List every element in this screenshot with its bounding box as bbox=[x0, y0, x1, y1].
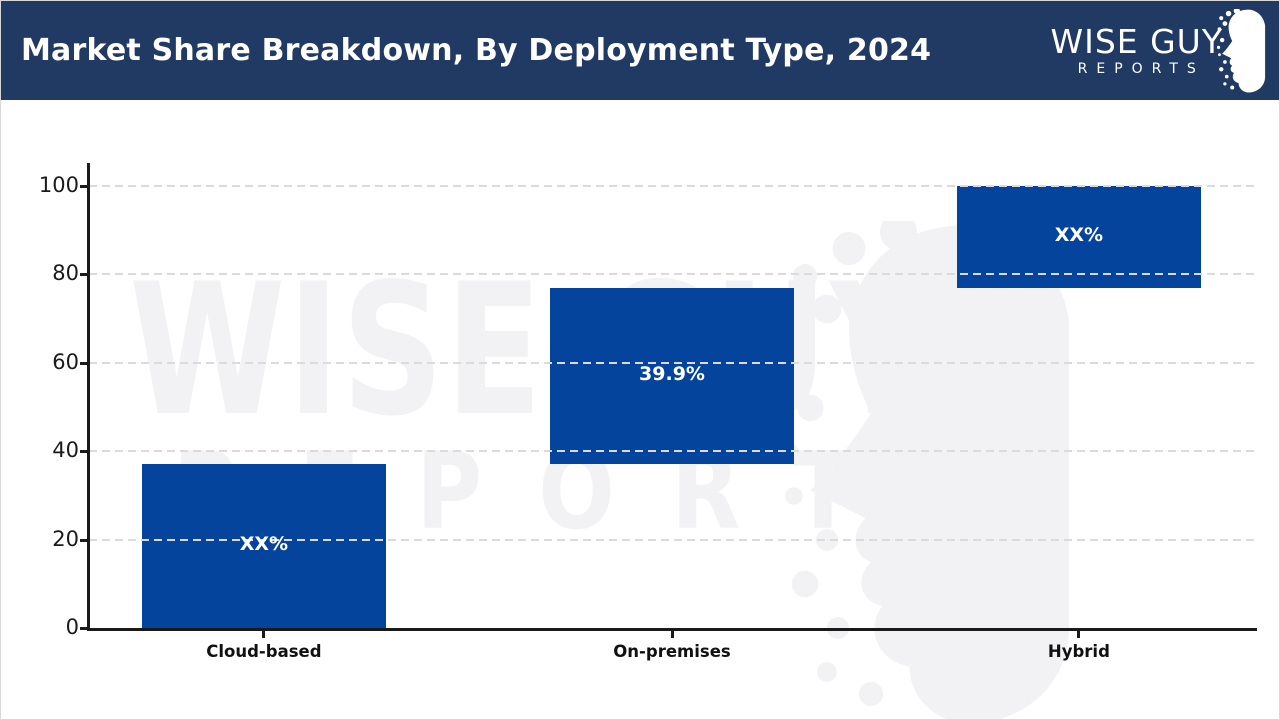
y-tick-mark bbox=[80, 450, 89, 454]
y-axis-tick-label: 100 bbox=[38, 173, 79, 198]
logo-subtext: REPORTS bbox=[1077, 61, 1205, 77]
y-axis-tick-label: 40 bbox=[52, 438, 79, 463]
y-tick-mark bbox=[80, 627, 89, 630]
chart-title: Market Share Breakdown, By Deployment Ty… bbox=[21, 33, 932, 68]
gridline-y-20 bbox=[89, 538, 1255, 541]
y-axis-tick-label: 20 bbox=[52, 526, 79, 551]
bar-value-label: XX% bbox=[1054, 224, 1104, 247]
x-axis-category-label: Hybrid bbox=[1047, 642, 1110, 661]
y-tick-mark bbox=[80, 185, 89, 189]
y-tick-mark bbox=[80, 273, 89, 277]
logo-text: WISE GUY REPORTS bbox=[1050, 25, 1223, 76]
wiseguy-logo: WISE GUY REPORTS bbox=[1050, 8, 1273, 93]
x-axis-category-label: On-premises bbox=[613, 642, 731, 661]
bar-on-premises bbox=[550, 288, 794, 465]
header-band: Market Share Breakdown, By Deployment Ty… bbox=[1, 1, 1279, 100]
x-tick-mark bbox=[262, 631, 266, 638]
bar-cloud-based bbox=[141, 464, 386, 628]
gridline-y-100 bbox=[89, 185, 1255, 188]
y-axis-spine bbox=[87, 163, 90, 631]
x-axis-spine bbox=[87, 628, 1257, 631]
dotted-face-profile-icon bbox=[1217, 8, 1266, 92]
logo-wordmark: WISE GUY bbox=[1050, 22, 1223, 61]
y-axis-tick-label: 0 bbox=[65, 615, 79, 639]
gridline-y-40 bbox=[89, 450, 1255, 453]
gridline-y-80 bbox=[89, 273, 1255, 276]
bar-hybrid bbox=[956, 186, 1201, 289]
y-axis-tick-label: 60 bbox=[52, 349, 79, 374]
bar-value-label: 39.9% bbox=[639, 363, 705, 386]
x-tick-mark bbox=[670, 631, 674, 638]
x-axis-category-label: Cloud-based bbox=[206, 642, 322, 661]
x-tick-mark bbox=[1077, 631, 1081, 638]
y-tick-mark bbox=[80, 538, 89, 542]
bar-value-label: XX% bbox=[239, 533, 289, 556]
gridline-y-60 bbox=[89, 361, 1255, 364]
y-tick-mark bbox=[80, 361, 89, 365]
y-axis-tick-label: 80 bbox=[52, 261, 79, 286]
